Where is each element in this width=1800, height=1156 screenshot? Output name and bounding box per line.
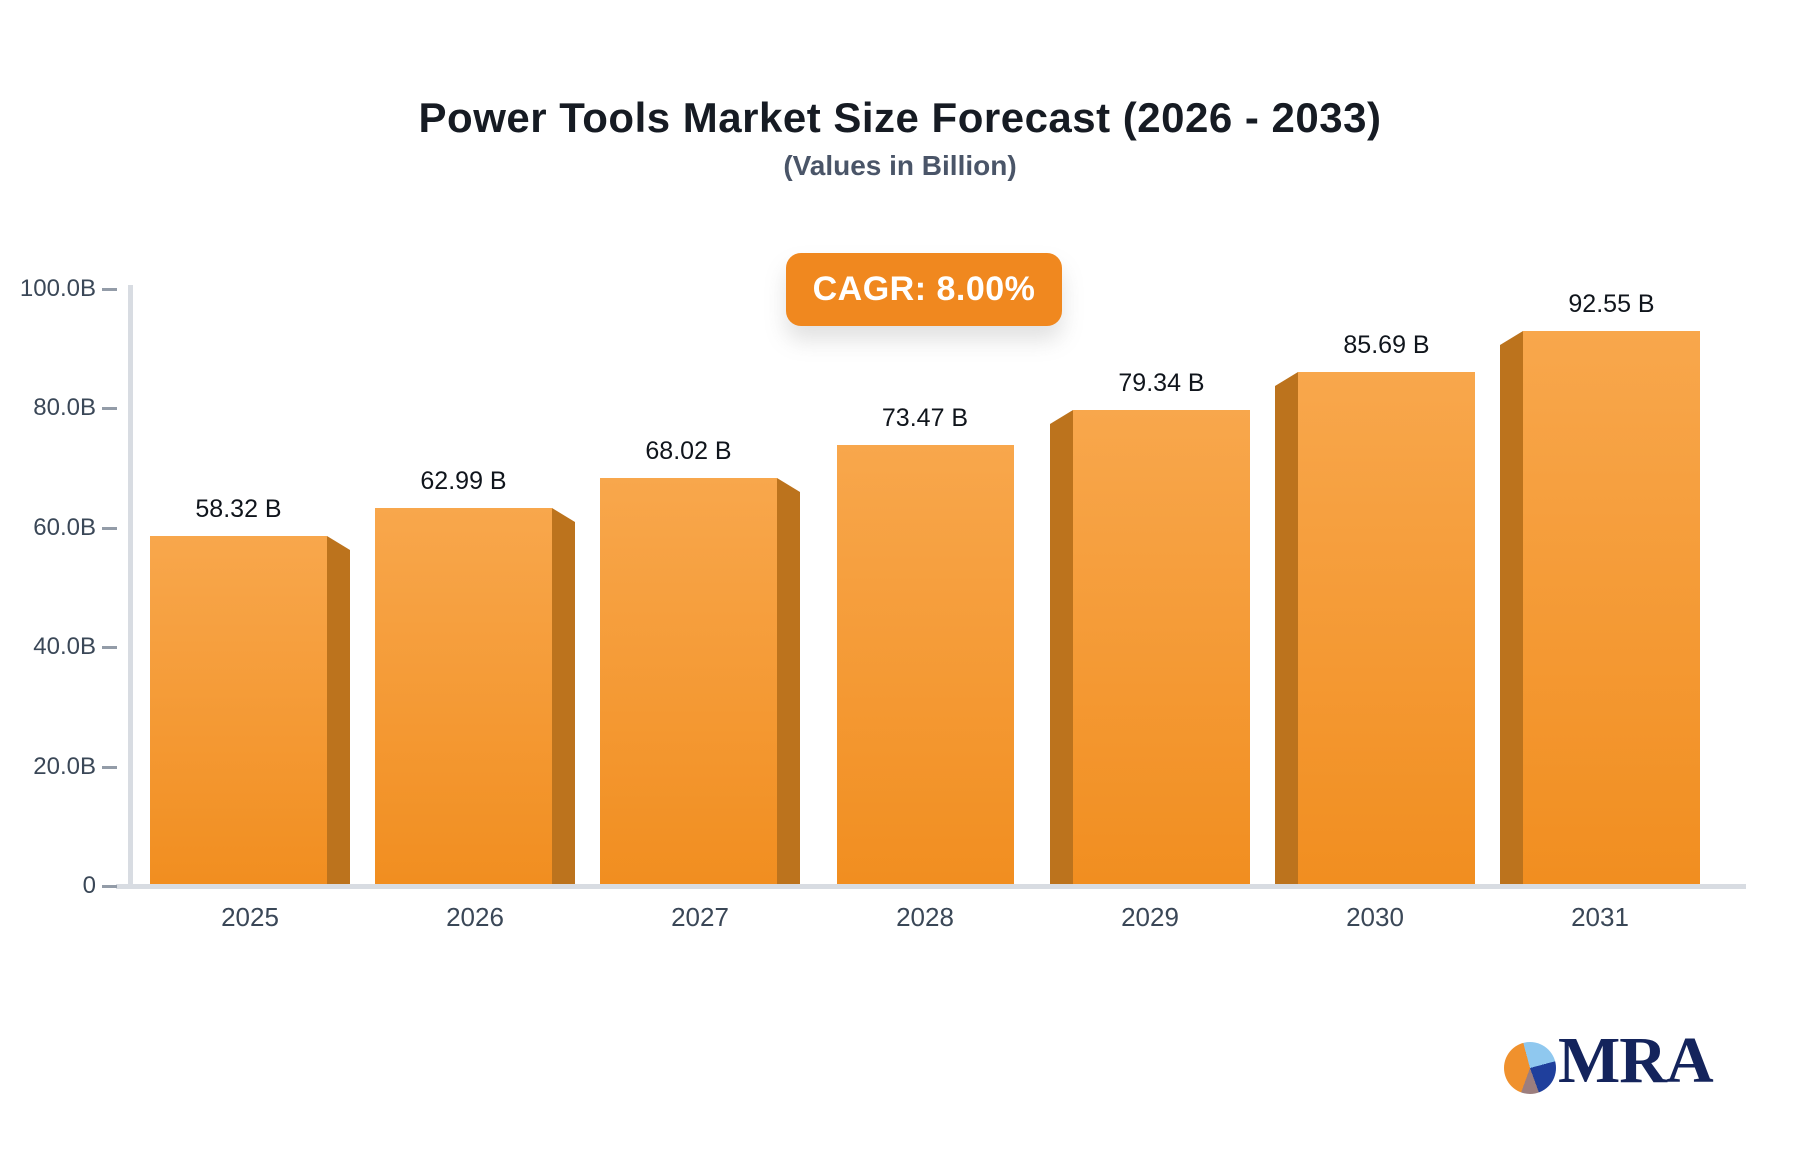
y-axis-tick (102, 527, 117, 530)
x-axis-label: 2029 (1121, 902, 1179, 932)
mra-logo: MRA (1504, 1024, 1714, 1097)
bar-value-label: 68.02 B (645, 437, 732, 465)
bar-2031-side (1500, 331, 1523, 884)
x-axis-baseline (116, 884, 1746, 889)
bar-value-label: 92.55 B (1568, 290, 1655, 318)
y-axis-tick (102, 407, 117, 410)
pie-chart-logo-icon (1504, 1042, 1556, 1094)
chart-subtitle: (Values in Billion) (783, 150, 1017, 181)
bar-2025 (150, 536, 327, 884)
bar-value-label: 62.99 B (420, 467, 507, 495)
bar-2030-side (1275, 372, 1298, 884)
bar-2027-side (777, 478, 800, 884)
bar-2030 (1298, 372, 1475, 884)
y-axis-tick-label: 20.0B (33, 753, 96, 780)
cagr-badge-label: CAGR: 8.00% (812, 270, 1036, 308)
bar-2027 (600, 478, 777, 884)
bar-value-label: 85.69 B (1343, 331, 1430, 359)
y-axis-tick (102, 288, 117, 291)
x-axis-label: 2028 (896, 902, 954, 932)
bar-2026-side (552, 508, 575, 884)
x-axis-label: 2030 (1346, 902, 1404, 932)
cagr-badge: CAGR: 8.00% (786, 253, 1062, 326)
y-axis-tick (102, 885, 117, 888)
chart-title: Power Tools Market Size Forecast (2026 -… (418, 94, 1382, 141)
bar-2031 (1523, 331, 1700, 884)
bar-value-label: 73.47 B (881, 404, 969, 432)
x-axis-label: 2025 (221, 902, 279, 932)
y-axis-tick-label: 40.0B (33, 633, 96, 660)
y-axis-tick-label: 0 (82, 872, 96, 899)
bar-2029-side (1050, 410, 1073, 884)
bar-2029 (1073, 410, 1250, 884)
y-axis-tick-label: 60.0B (33, 514, 96, 541)
x-axis-label: 2027 (671, 902, 729, 932)
y-axis-tick (102, 646, 117, 649)
logo-text: MRA (1558, 1024, 1714, 1097)
bar-2028 (836, 445, 1014, 884)
y-axis-tick (102, 766, 117, 769)
x-axis-label: 2026 (446, 902, 504, 932)
bar-value-label: 58.32 B (195, 495, 282, 523)
y-axis-tick-label: 100.0B (19, 275, 96, 302)
x-axis-label: 2031 (1571, 902, 1629, 932)
bar-value-label: 79.34 B (1118, 369, 1205, 397)
bar-2025-side (327, 536, 350, 884)
y-axis-line (128, 285, 133, 889)
y-axis-tick-label: 80.0B (33, 394, 96, 421)
bar-2026 (375, 508, 552, 884)
